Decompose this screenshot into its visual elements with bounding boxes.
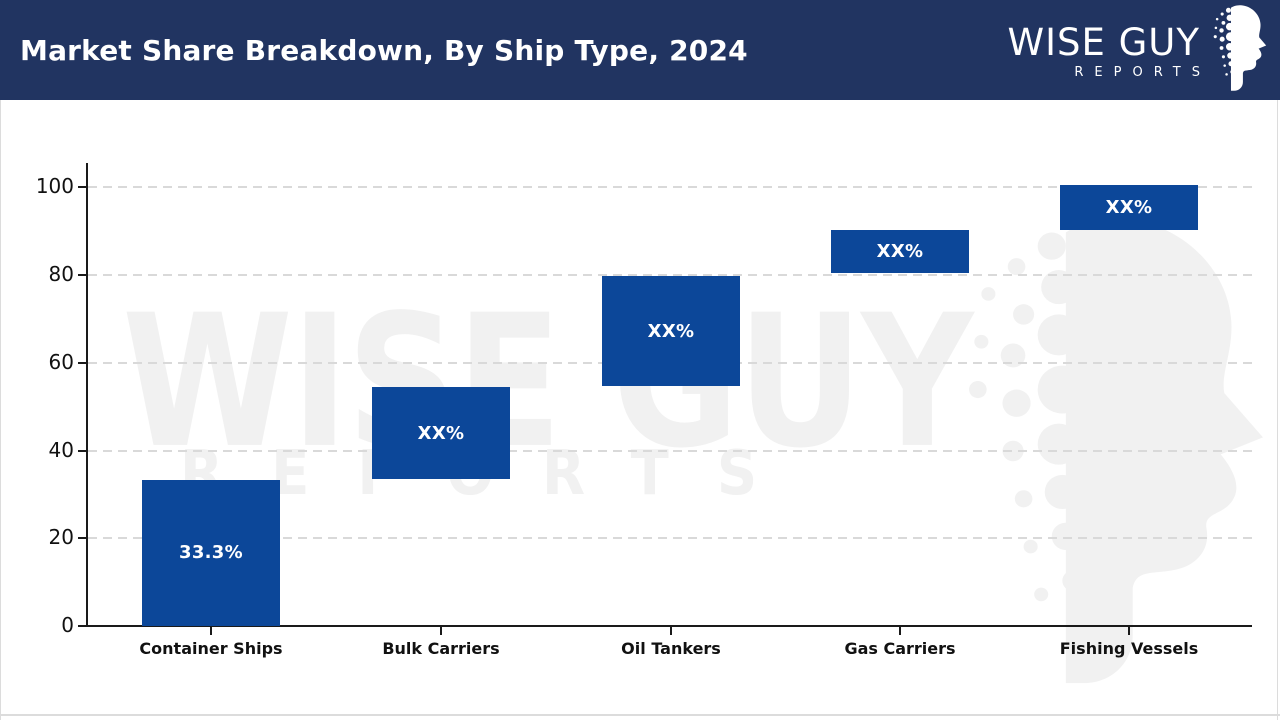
frame-right-line [1277, 100, 1278, 720]
bar-value-label: 33.3% [179, 542, 243, 564]
bar-bulk-carriers: XX% [372, 386, 510, 480]
bar-value-label: XX% [417, 422, 465, 444]
category-label: Gas Carriers [844, 639, 956, 658]
y-tick-mark [78, 186, 86, 189]
y-tick-mark [78, 625, 86, 627]
category-label: Container Ships [139, 639, 283, 658]
category-label: Oil Tankers [621, 639, 721, 658]
brand-wordmark: WISE GUY REPORTS [1007, 20, 1201, 79]
page-title: Market Share Breakdown, By Ship Type, 20… [20, 33, 748, 67]
gridline [88, 537, 1252, 540]
y-tick-mark [78, 361, 86, 364]
y-axis-line [86, 163, 88, 627]
x-tick-mark [899, 627, 901, 635]
bar-oil-tankers: XX% [602, 275, 740, 387]
y-tick-label: 80 [48, 262, 74, 287]
x-tick-mark [670, 627, 672, 635]
bar-value-label: XX% [1105, 196, 1153, 218]
y-tick-label: 100 [35, 174, 74, 199]
category-label: Fishing Vessels [1059, 639, 1199, 658]
watermark: WISE GUY REPORTS [0, 100, 1280, 720]
category-label: Bulk Carriers [382, 639, 500, 658]
y-tick-mark [78, 449, 86, 452]
bar-value-label: XX% [647, 320, 695, 342]
frame-bottom-line [0, 714, 1280, 716]
x-tick-mark [210, 627, 212, 635]
bar-fishing-vessels: XX% [1060, 185, 1198, 230]
bar-value-label: XX% [876, 240, 924, 262]
frame-left-line [0, 100, 1, 720]
brand-wordmark-sub: REPORTS [1074, 64, 1211, 80]
y-tick-label: 40 [48, 437, 74, 462]
y-tick-mark [78, 274, 86, 277]
brand-wordmark-main: WISE GUY [1007, 20, 1200, 64]
y-tick-label: 60 [48, 349, 74, 374]
watermark-wordmark: WISE GUY [122, 275, 973, 489]
x-tick-mark [440, 627, 442, 635]
y-tick-mark [78, 537, 86, 540]
gridline [88, 449, 1252, 452]
gridline [88, 274, 1252, 277]
y-tick-label: 20 [48, 525, 74, 550]
bar-container-ships: 33.3% [142, 479, 280, 626]
y-tick-label: 0 [61, 613, 74, 637]
x-tick-mark [1128, 627, 1130, 635]
header: Market Share Breakdown, By Ship Type, 20… [0, 0, 1280, 100]
gridline [88, 186, 1252, 189]
x-axis-line [86, 625, 1252, 627]
brand-logo: WISE GUY REPORTS [1008, 4, 1268, 92]
bar-gas-carriers: XX% [831, 229, 969, 273]
